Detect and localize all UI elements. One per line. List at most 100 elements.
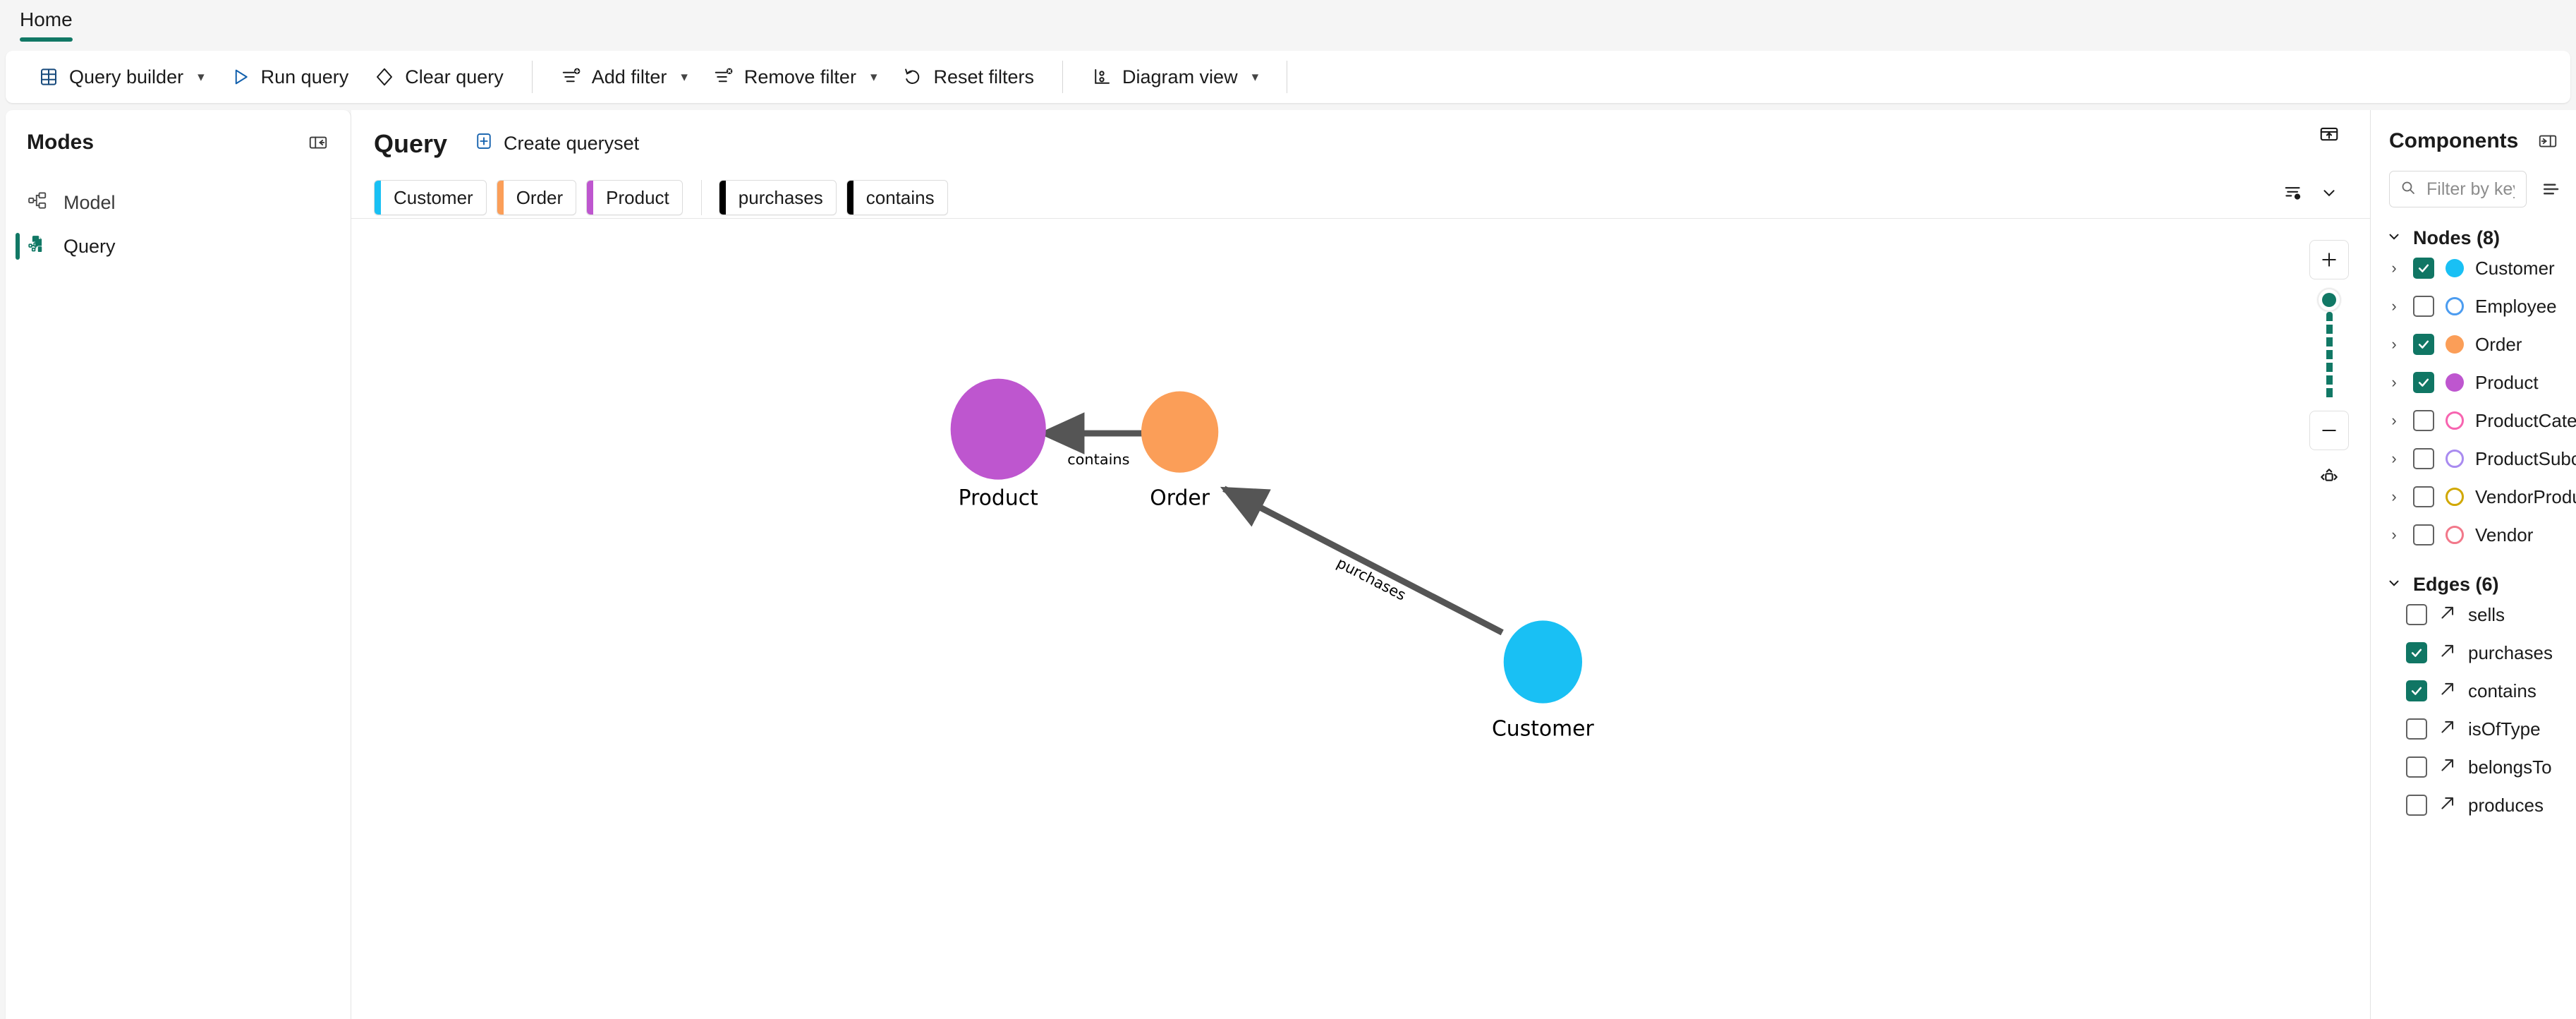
- chevron-right-icon[interactable]: ›: [2391, 526, 2397, 543]
- chevron-down-icon[interactable]: ▾: [681, 69, 688, 85]
- zoom-slider-handle[interactable]: [2317, 288, 2341, 312]
- search-input[interactable]: [2425, 178, 2516, 200]
- chevron-right-icon[interactable]: ›: [2391, 411, 2397, 429]
- tab-home[interactable]: Home: [10, 0, 83, 42]
- group-header-edges[interactable]: Edges (6): [2371, 554, 2576, 596]
- node-chip-customer[interactable]: Customer: [374, 180, 487, 215]
- node-checkbox[interactable]: [2413, 448, 2434, 469]
- node-chip-product[interactable]: Product: [586, 180, 683, 215]
- node-checkbox[interactable]: [2413, 372, 2434, 393]
- edge-row-contains[interactable]: contains: [2371, 672, 2576, 710]
- edge-checkbox[interactable]: [2406, 604, 2427, 625]
- chips-divider: [700, 180, 702, 215]
- edge-checkbox[interactable]: [2406, 756, 2427, 778]
- query-builder-button[interactable]: Query builder ▾: [25, 58, 217, 96]
- node-checkbox[interactable]: [2413, 258, 2434, 279]
- query-chips-row: Customer Order Product purchases: [351, 162, 2370, 218]
- create-queryset-label: Create queryset: [504, 133, 640, 154]
- expand-panel-icon[interactable]: [2315, 120, 2343, 148]
- node-label: Order: [2475, 333, 2522, 355]
- node-checkbox[interactable]: [2413, 410, 2434, 431]
- chevron-down-icon[interactable]: ▾: [198, 69, 205, 85]
- node-label: Customer: [2475, 257, 2555, 279]
- zoom-slider[interactable]: [2309, 288, 2349, 401]
- node-checkbox[interactable]: [2413, 334, 2434, 355]
- sort-icon[interactable]: [2536, 175, 2565, 203]
- toolbar-divider-2: [1062, 61, 1064, 93]
- chevron-right-icon[interactable]: ›: [2391, 259, 2397, 277]
- node-row-order[interactable]: › Order: [2371, 325, 2576, 363]
- expand-right-panel-icon[interactable]: [2534, 127, 2562, 155]
- zoom-out-button[interactable]: [2309, 411, 2349, 450]
- node-row-product[interactable]: › Product: [2371, 363, 2576, 402]
- node-checkbox[interactable]: [2413, 296, 2434, 317]
- graph-svg[interactable]: purchases contains Product Order Custome…: [351, 219, 2370, 1019]
- edge-label: belongsTo: [2468, 756, 2552, 778]
- node-row-vendorproduct[interactable]: › VendorProduct: [2371, 478, 2576, 516]
- edge-row-purchases[interactable]: purchases: [2371, 634, 2576, 672]
- create-queryset-button[interactable]: Create queryset: [466, 126, 648, 162]
- zoom-in-button[interactable]: [2309, 240, 2349, 279]
- edge-chip-contains[interactable]: contains: [846, 180, 948, 215]
- node-color-dot: [2446, 411, 2464, 430]
- node-checkbox[interactable]: [2413, 524, 2434, 545]
- chevron-right-icon[interactable]: ›: [2391, 488, 2397, 505]
- remove-filter-button[interactable]: Remove filter ▾: [700, 58, 890, 96]
- edge-label: produces: [2468, 794, 2544, 816]
- node-label: ProductSubcategory: [2475, 447, 2576, 469]
- sidebar-item-model[interactable]: Model: [6, 181, 351, 224]
- edge-chip-color-bar: [719, 181, 726, 215]
- add-filter-button[interactable]: Add filter ▾: [548, 58, 700, 96]
- edge-checkbox[interactable]: [2406, 680, 2427, 701]
- chevron-right-icon[interactable]: ›: [2391, 373, 2397, 391]
- graph-node-customer[interactable]: [1503, 620, 1583, 704]
- chevron-right-icon[interactable]: ›: [2391, 335, 2397, 353]
- node-label: Product: [2475, 371, 2539, 393]
- fit-to-screen-icon[interactable]: [2309, 457, 2349, 497]
- diagram-view-button[interactable]: Diagram view ▾: [1079, 58, 1271, 96]
- node-chip-order[interactable]: Order: [496, 180, 577, 215]
- chevron-right-icon[interactable]: ›: [2391, 450, 2397, 467]
- edge-row-produces[interactable]: produces: [2371, 786, 2576, 824]
- query-icon: [27, 234, 48, 260]
- collapse-left-panel-icon[interactable]: [304, 128, 332, 157]
- run-query-label: Run query: [260, 66, 349, 88]
- edge-chip-purchases[interactable]: purchases: [718, 180, 837, 215]
- chevron-down-icon[interactable]: ▾: [870, 69, 877, 85]
- node-row-productcategory[interactable]: › ProductCategory: [2371, 402, 2576, 440]
- chevron-down-icon[interactable]: ▾: [1251, 69, 1259, 85]
- chevron-right-icon[interactable]: ›: [2391, 297, 2397, 315]
- clear-query-button[interactable]: Clear query: [361, 58, 516, 96]
- edge-checkbox[interactable]: [2406, 642, 2427, 663]
- edge-row-belongsto[interactable]: belongsTo: [2371, 748, 2576, 786]
- edge-row-sells[interactable]: sells: [2371, 596, 2576, 634]
- node-row-employee[interactable]: › Employee: [2371, 287, 2576, 325]
- node-label: VendorProduct: [2475, 486, 2576, 507]
- diagram-icon: [1091, 66, 1112, 88]
- query-workspace: Query Create queryset: [351, 110, 2370, 1019]
- graph-node-order[interactable]: [1141, 391, 1219, 473]
- edge-label: purchases: [2468, 641, 2553, 663]
- chevron-down-icon[interactable]: [2315, 179, 2343, 207]
- reset-filters-button[interactable]: Reset filters: [889, 58, 1047, 96]
- node-chip-color-bar: [375, 181, 381, 215]
- node-row-productsubcategory[interactable]: › ProductSubcategory: [2371, 440, 2576, 478]
- edge-checkbox[interactable]: [2406, 718, 2427, 740]
- group-header-nodes[interactable]: Nodes (8): [2371, 207, 2576, 249]
- node-checkbox[interactable]: [2413, 486, 2434, 507]
- graph-edge-purchases[interactable]: [1220, 486, 1504, 636]
- search-box[interactable]: [2389, 171, 2527, 207]
- sidebar-item-query[interactable]: Query: [6, 224, 351, 268]
- graph-node-product[interactable]: [950, 378, 1046, 480]
- reset-icon: [902, 66, 923, 88]
- node-row-customer[interactable]: › Customer: [2371, 249, 2576, 287]
- run-query-button[interactable]: Run query: [217, 58, 362, 96]
- filter-settings-icon[interactable]: [2280, 179, 2308, 207]
- node-row-vendor[interactable]: › Vendor: [2371, 516, 2576, 554]
- node-chip-label: Customer: [394, 186, 473, 208]
- graph-canvas[interactable]: purchases contains Product Order Custome…: [351, 219, 2370, 1019]
- node-color-dot: [2446, 488, 2464, 506]
- edge-checkbox[interactable]: [2406, 795, 2427, 816]
- edge-row-isoftype[interactable]: isOfType: [2371, 710, 2576, 748]
